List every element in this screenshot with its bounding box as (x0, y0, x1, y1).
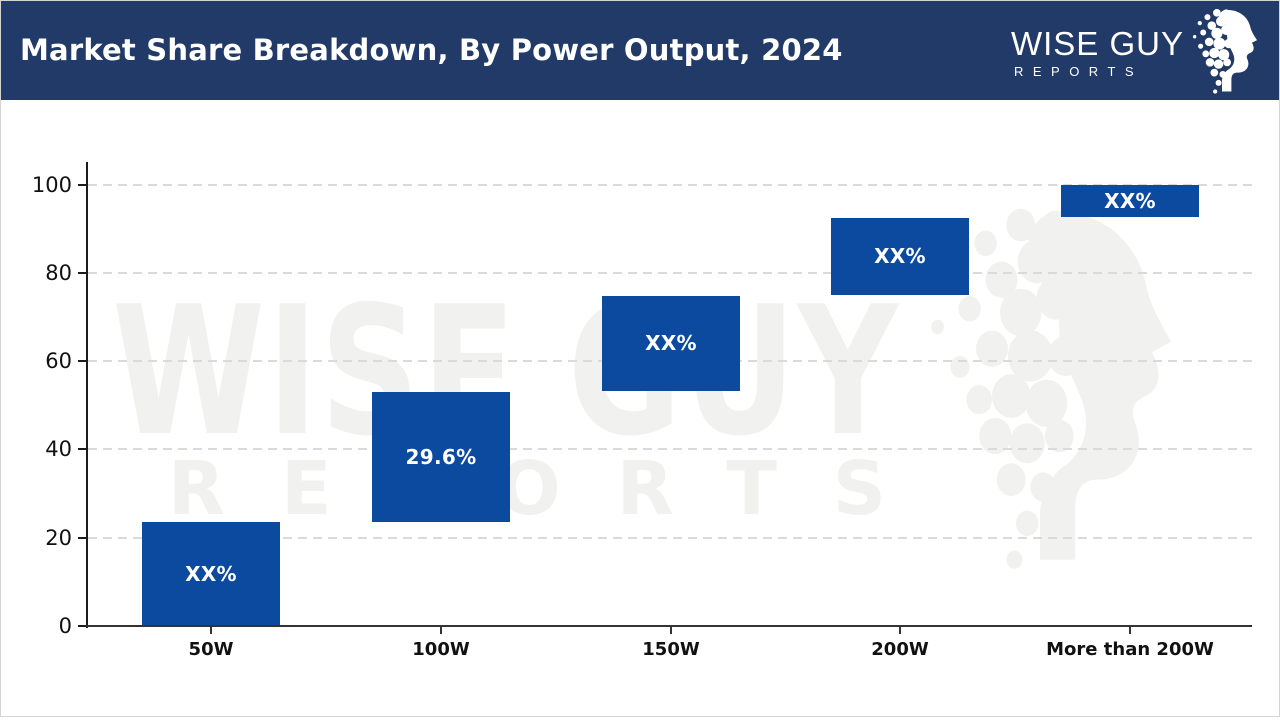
x-tick-label-1: 100W (412, 639, 470, 660)
bar-50W: XX% (142, 522, 280, 626)
watermark-brand-subtitle: REPORTS (168, 446, 943, 532)
bar-value-label: XX% (185, 562, 237, 587)
brand-name: WISE GUY (1010, 24, 1184, 62)
y-tick-label-40: 40 (45, 437, 72, 462)
brand-logo: WISE GUY REPORTS (1011, 6, 1266, 100)
x-tick-label-4: More than 200W (1046, 639, 1214, 660)
y-tick-40 (78, 448, 86, 451)
y-tick-100 (78, 183, 86, 186)
x-tick-4 (1129, 627, 1131, 634)
y-tick-label-0: 0 (58, 614, 72, 638)
page-title: Market Share Breakdown, By Power Output,… (20, 33, 843, 67)
bar-value-label: XX% (874, 244, 926, 269)
gridline-y40 (88, 448, 1252, 451)
gridline-y80 (88, 271, 1252, 274)
gridline-y20 (88, 536, 1252, 539)
x-tick-label-0: 50W (188, 639, 234, 660)
y-tick-label-60: 60 (45, 349, 72, 374)
brand-logo-text: WISE GUY REPORTS (1010, 24, 1184, 80)
x-tick-label-3: 200W (871, 639, 929, 660)
y-tick-label-80: 80 (45, 260, 72, 285)
bar-value-label: 29.6% (405, 444, 477, 469)
gridline-y100 (88, 183, 1252, 186)
y-tick-20 (78, 536, 86, 539)
x-tick-0 (210, 627, 212, 634)
x-axis (86, 625, 1252, 627)
x-tick-3 (899, 627, 901, 634)
bar-More than 200W: XX% (1061, 184, 1199, 217)
bar-200W: XX% (831, 218, 969, 295)
y-tick-label-20: 20 (45, 525, 72, 550)
bar-100W: 29.6% (372, 391, 510, 523)
y-tick-label-100: 100 (31, 172, 72, 197)
y-tick-60 (78, 360, 86, 363)
y-tick-80 (78, 271, 86, 274)
bar-150W: XX% (602, 295, 740, 392)
dotted-head-icon (1178, 6, 1266, 100)
x-tick-label-2: 150W (642, 639, 700, 660)
header-bar: Market Share Breakdown, By Power Output,… (0, 0, 1280, 100)
brand-subtitle: REPORTS (1013, 64, 1144, 80)
x-tick-1 (440, 627, 442, 634)
bar-value-label: XX% (1104, 188, 1156, 213)
bar-value-label: XX% (645, 331, 697, 356)
y-axis (86, 162, 88, 628)
y-tick-0 (78, 625, 86, 627)
x-tick-2 (670, 627, 672, 634)
